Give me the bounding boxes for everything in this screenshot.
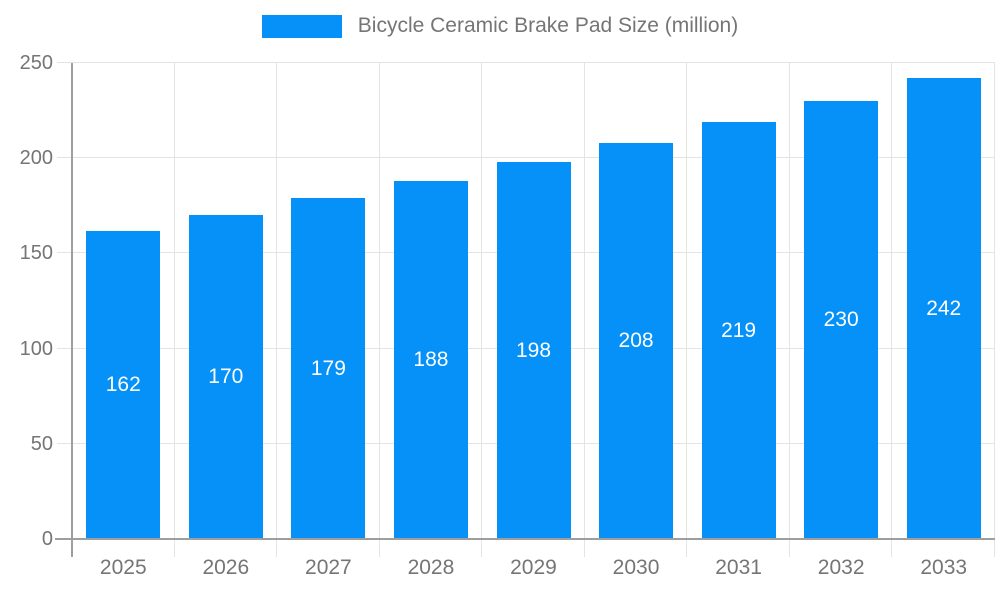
y-gridline [57,157,995,159]
bar-value-label: 219 [721,318,757,342]
x-axis-tick-label: 2028 [407,556,455,579]
x-gridline [583,63,585,557]
bar-value-label: 188 [413,348,449,372]
x-axis-tick-label: 2026 [202,556,250,579]
x-gridline [788,63,790,557]
x-gridline [994,63,995,557]
x-gridline [686,63,688,557]
x-axis-line [55,538,995,540]
x-axis-tick-label: 2030 [612,556,660,579]
bar-value-label: 242 [926,296,962,320]
bar[interactable] [86,230,161,539]
x-gridline [378,63,380,557]
legend-label: Bicycle Ceramic Brake Pad Size (million) [357,14,739,37]
bar[interactable] [804,101,879,539]
bar-value-label: 208 [618,328,654,352]
bar[interactable] [188,215,263,539]
y-axis-tick-label: 200 [19,147,53,170]
x-gridline [481,63,483,557]
legend: Bicycle Ceramic Brake Pad Size (million) [0,14,1000,38]
bar[interactable] [906,78,981,539]
y-axis-tick-label: 0 [41,528,53,550]
x-axis-tick-label: 2033 [920,556,968,579]
x-axis-tick-label: 2031 [715,556,762,579]
x-axis-tick-label: 2027 [305,556,352,579]
bar-value-label: 198 [515,338,552,362]
x-gridline [276,63,278,557]
bar-value-label: 170 [208,365,244,389]
y-axis-tick-label: 250 [19,52,53,74]
x-axis-tick-label: 2032 [817,556,865,579]
bar[interactable] [496,162,571,539]
y-gridline [57,62,995,63]
bar[interactable] [701,122,776,539]
y-axis-tick-label: 150 [19,242,53,265]
x-axis-tick-label: 2025 [99,556,147,579]
y-axis-line [71,63,73,557]
bar-value-label: 179 [310,356,346,380]
bar[interactable] [291,198,366,539]
bar[interactable] [599,142,674,539]
x-axis-tick-label: 2029 [510,556,557,579]
x-gridline [891,63,893,557]
y-axis-tick-label: 50 [30,432,53,455]
bar-value-label: 230 [823,308,859,332]
legend-item[interactable]: Bicycle Ceramic Brake Pad Size (million) [261,14,739,38]
bar[interactable] [393,181,468,539]
legend-swatch-icon [261,14,342,38]
y-axis-tick-label: 100 [19,337,53,360]
x-gridline [173,63,175,557]
bar-value-label: 162 [105,372,141,396]
